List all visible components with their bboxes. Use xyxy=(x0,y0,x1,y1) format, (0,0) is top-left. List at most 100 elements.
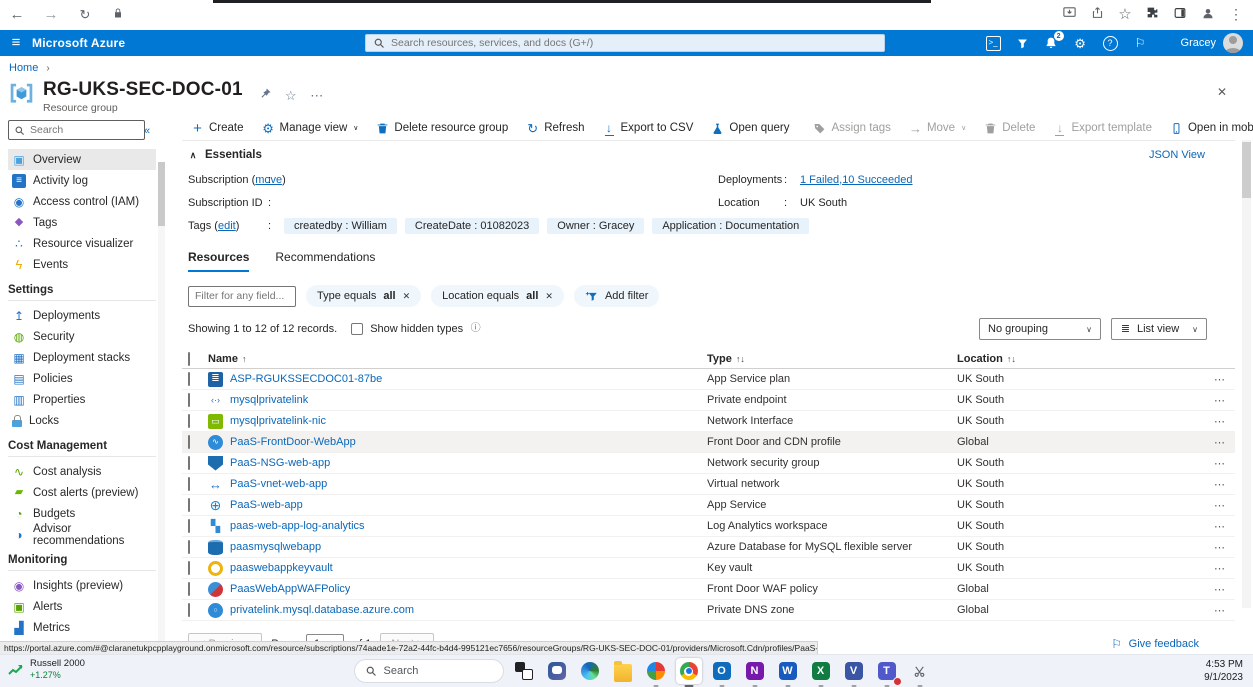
row-actions-button[interactable]: ⋯ xyxy=(1214,562,1226,575)
refresh-button[interactable]: ↻ Refresh xyxy=(527,120,585,136)
sidebar-item-deployment-stacks[interactable]: ▦ Deployment stacks xyxy=(13,350,131,365)
manage-view-button[interactable]: ⚙ Manage view ∨ xyxy=(262,120,359,136)
filter-input[interactable] xyxy=(188,285,296,307)
lock-button[interactable] xyxy=(112,6,124,24)
notifications-bell-button[interactable]: 2 xyxy=(1044,31,1064,50)
help-button[interactable]: ? xyxy=(1102,35,1118,51)
edge-taskbar-button[interactable] xyxy=(577,658,603,684)
chat-taskbar-button[interactable] xyxy=(544,658,570,684)
breadcrumb-home-link[interactable]: Home xyxy=(9,62,39,74)
more-ellipsis-button[interactable]: ⋯ xyxy=(310,87,324,105)
resource-link[interactable]: PaaS-web-app xyxy=(230,499,303,511)
add-filter-button[interactable]: Add filter xyxy=(573,285,660,307)
deployments-link[interactable]: 1 Failed,10 Succeeded xyxy=(800,173,913,186)
tag-pill[interactable]: Application : Documentation xyxy=(652,217,810,234)
column-type[interactable]: Type ↑↓ xyxy=(707,352,745,365)
row-actions-button[interactable]: ⋯ xyxy=(1214,478,1226,491)
back-button[interactable]: ← xyxy=(10,6,25,24)
move-button[interactable]: → Move ∨ xyxy=(908,120,967,136)
resource-link[interactable]: mysqlprivatelink xyxy=(230,394,309,406)
select-all-checkbox[interactable] xyxy=(188,351,190,366)
open-in-mobile-button[interactable]: Open in mobile xyxy=(1161,122,1253,135)
table-row[interactable]: ▭ mysqlprivatelink-nic Network Interface UK… xyxy=(182,411,1235,432)
row-actions-button[interactable]: ⋯ xyxy=(1214,604,1226,617)
table-row[interactable]: ∿ PaaS-FrontDoor-WebApp Front Door and CDN… xyxy=(182,432,1235,453)
view-dropdown[interactable]: ≣ List view ∨ xyxy=(1111,318,1207,340)
resource-link[interactable]: privatelink.mysql.database.azure.com xyxy=(230,604,415,616)
global-search-box[interactable] xyxy=(365,34,885,52)
row-actions-button[interactable]: ⋯ xyxy=(1214,520,1226,533)
resource-link[interactable]: paas-web-app-log-analytics xyxy=(230,520,365,532)
row-checkbox[interactable] xyxy=(188,603,190,617)
teams-taskbar-button[interactable]: T xyxy=(874,658,902,687)
tag-pill[interactable]: createdby : William xyxy=(284,217,397,234)
sidebar-item-cost-analysis[interactable]: ∿ Cost analysis xyxy=(13,464,102,479)
row-actions-button[interactable]: ⋯ xyxy=(1214,499,1226,512)
forward-button[interactable]: → xyxy=(44,6,59,24)
sidebar-item-alerts[interactable]: ▣ Alerts xyxy=(13,599,63,614)
resource-link[interactable]: PaasWebAppWAFPolicy xyxy=(230,583,351,595)
row-actions-button[interactable]: ⋯ xyxy=(1214,436,1226,449)
start-button[interactable] xyxy=(321,658,347,684)
excel-taskbar-button[interactable]: X xyxy=(808,658,834,687)
settings-gear-button[interactable]: ⚙ xyxy=(1073,36,1088,51)
assign-tags-button[interactable]: Assign tags xyxy=(804,122,899,135)
table-row[interactable]: paaswebappkeyvault Key vault UK South ⋯ xyxy=(182,558,1235,579)
sidebar-item-activity-log[interactable]: ≡ Activity log xyxy=(8,170,156,191)
share-button[interactable] xyxy=(1091,6,1104,24)
table-row[interactable]: PaaS-NSG-web-app Network security group UK… xyxy=(182,453,1235,474)
resource-link[interactable]: PaaS-FrontDoor-WebApp xyxy=(230,436,356,448)
tab-resources[interactable]: Resources xyxy=(188,250,250,272)
sidebar-item-cost-alerts-preview[interactable]: ▰ Cost alerts (preview) xyxy=(8,482,156,503)
file-explorer-taskbar-button[interactable] xyxy=(610,658,636,684)
filter-pill-location-equals[interactable]: Location equals all ✕ xyxy=(431,285,564,307)
sidebar-scrollbar[interactable] xyxy=(158,162,165,646)
profile-button[interactable] xyxy=(1201,6,1215,25)
sidebar-item-insights-preview[interactable]: ◉ Insights (preview) xyxy=(13,578,124,593)
sidebar-item-policies[interactable]: ▤ Policies xyxy=(13,371,73,386)
collapse-essentials-icon[interactable]: ∧ xyxy=(189,149,197,160)
open-query-button[interactable]: Open query xyxy=(702,122,798,135)
filter-pill-type-equals[interactable]: Type equals all ✕ xyxy=(306,285,422,307)
row-checkbox[interactable] xyxy=(188,414,190,428)
table-row[interactable]: ○ privatelink.mysql.database.azure.com Pri… xyxy=(182,600,1235,621)
table-row[interactable]: PaasWebAppWAFPolicy Front Door WAF policy… xyxy=(182,579,1235,600)
table-row[interactable]: paasmysqlwebapp Azure Database for MySQL … xyxy=(182,537,1235,558)
sidebar-item-overview[interactable]: ▣ Overview xyxy=(8,149,156,170)
row-actions-button[interactable]: ⋯ xyxy=(1214,541,1226,554)
sidebar-search-box[interactable] xyxy=(8,120,145,140)
tab-recommendations[interactable]: Recommendations xyxy=(275,250,376,264)
grouping-dropdown[interactable]: No grouping ∨ xyxy=(979,318,1101,340)
main-scrollbar[interactable] xyxy=(1242,140,1251,608)
row-checkbox[interactable] xyxy=(188,435,190,449)
sidebar-item-security[interactable]: ◍ Security xyxy=(13,329,75,344)
row-actions-button[interactable]: ⋯ xyxy=(1214,457,1226,470)
sidebar-item-properties[interactable]: ▥ Properties xyxy=(13,392,86,407)
sidebar-item-budgets[interactable]: ◔ Budgets xyxy=(8,503,156,524)
extensions-button[interactable] xyxy=(1146,6,1159,24)
collapse-sidebar-icon[interactable]: « xyxy=(143,124,151,137)
task-view-taskbar-button[interactable] xyxy=(511,658,537,684)
feedback-button[interactable]: ⚐ xyxy=(1133,36,1148,51)
resource-link[interactable]: ASP-RGUKSSECDOC01-87be xyxy=(230,373,383,385)
delete-resource-group-button[interactable]: Delete resource group xyxy=(367,122,517,135)
row-actions-button[interactable]: ⋯ xyxy=(1214,415,1226,428)
visio-taskbar-button[interactable]: V xyxy=(841,658,867,687)
tags-edit-link[interactable]: edit xyxy=(217,219,236,232)
table-row[interactable]: ≣ ASP-RGUKSSECDOC01-87be App Service plan U… xyxy=(182,369,1235,390)
show-hidden-checkbox[interactable] xyxy=(351,323,364,335)
row-checkbox[interactable] xyxy=(188,456,190,470)
row-checkbox[interactable] xyxy=(188,561,190,575)
table-row[interactable]: ⊕ PaaS-web-app App Service UK South ⋯ xyxy=(182,495,1235,516)
sidebar-item-resource-visualizer[interactable]: ∴ Resource visualizer xyxy=(8,233,156,254)
table-row[interactable]: ↔ PaaS-vnet-web-app Virtual network UK Sout… xyxy=(182,474,1235,495)
row-checkbox[interactable] xyxy=(188,477,190,491)
row-checkbox[interactable] xyxy=(188,372,190,386)
taskbar-clock[interactable]: 4:53 PM 9/1/2023 xyxy=(1204,659,1243,684)
remove-filter-icon[interactable]: ✕ xyxy=(402,290,411,301)
sidebar-search-input[interactable] xyxy=(30,124,139,136)
taskbar-widget[interactable]: Russell 2000 +1.27% xyxy=(8,658,85,680)
tag-pill[interactable]: Owner : Gracey xyxy=(547,217,645,234)
sidebar-item-tags[interactable]: ◆ Tags xyxy=(8,212,156,233)
row-actions-button[interactable]: ⋯ xyxy=(1214,373,1226,386)
